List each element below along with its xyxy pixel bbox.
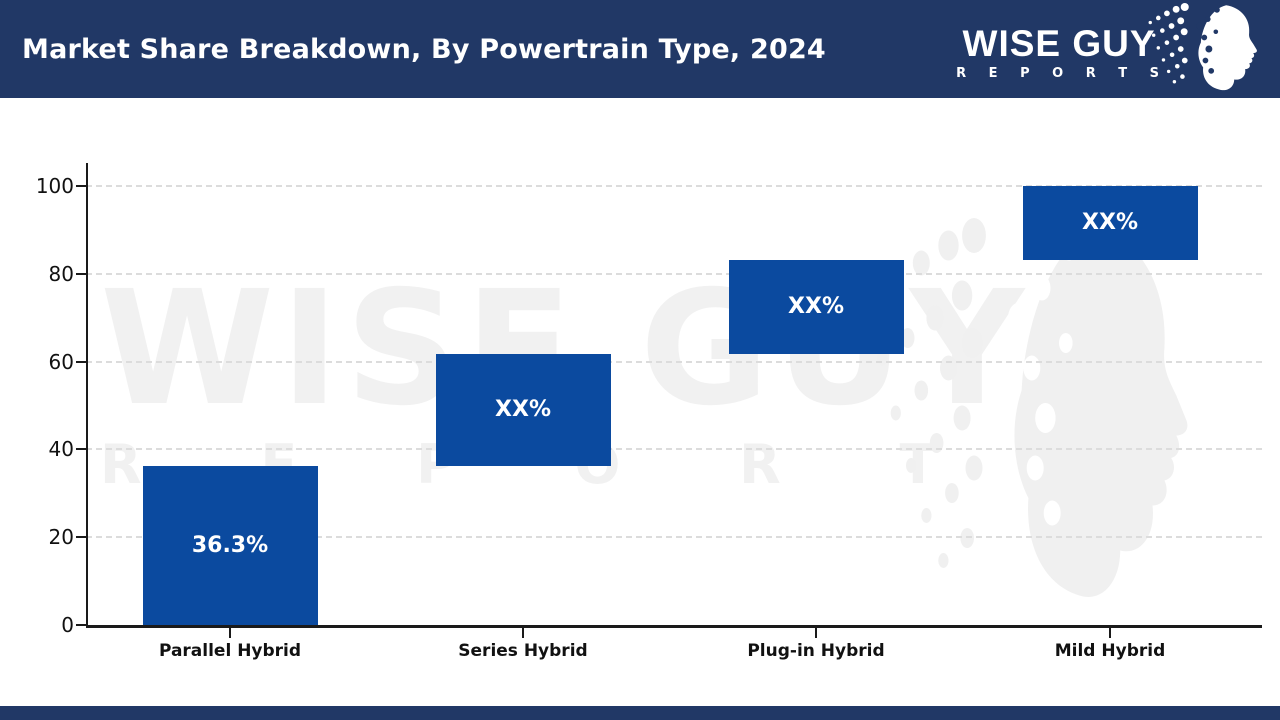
bar-value-label: XX% <box>495 397 551 423</box>
x-tick <box>522 628 524 638</box>
y-axis-label: 40 <box>48 437 74 462</box>
y-axis-label: 80 <box>48 261 74 286</box>
gridline <box>86 448 1262 451</box>
y-axis-label: 100 <box>35 174 74 198</box>
bar-value-label: XX% <box>788 294 844 320</box>
x-tick <box>815 628 817 638</box>
gridline <box>86 185 1262 187</box>
watermark-face-icon <box>866 218 1188 597</box>
y-tick <box>76 185 86 187</box>
chart-area: WISE GUY R E P O R T S 0 20 40 60 80 100 36.3%… <box>0 98 1280 706</box>
logo-subtitle: R E P O R T S <box>956 65 1168 81</box>
y-tick <box>76 272 86 275</box>
header: Market Share Breakdown, By Powertrain Ty… <box>0 0 1280 98</box>
x-tick <box>1109 628 1111 638</box>
x-axis-line <box>86 625 1262 628</box>
logo-wordmark: WISE GUY <box>962 22 1156 64</box>
x-axis-label: Series Hybrid <box>458 641 588 661</box>
y-tick <box>76 360 86 363</box>
y-axis-line <box>86 163 88 628</box>
gridline <box>86 536 1262 539</box>
footer-bar <box>0 706 1280 720</box>
x-axis-label: Parallel Hybrid <box>158 641 302 661</box>
bar: XX% <box>435 353 611 466</box>
y-axis-label: 0 <box>61 613 74 637</box>
x-axis-label: Mild Hybrid <box>1054 641 1166 661</box>
y-tick <box>76 624 86 626</box>
logo-text: WISE GUY R E P O R T S <box>950 25 1168 80</box>
x-tick <box>229 628 231 638</box>
x-axis-label: Plug-in Hybrid <box>747 641 885 661</box>
y-axis-label: 20 <box>48 525 74 550</box>
bar: 36.3% <box>142 465 318 625</box>
wiseguy-logo: WISE GUY R E P O R T S <box>950 3 1266 95</box>
gridline <box>86 360 1262 363</box>
page-title: Market Share Breakdown, By Powertrain Ty… <box>22 33 826 65</box>
bar-value-label: XX% <box>1082 210 1138 236</box>
bar-value-label: 36.3% <box>191 532 269 558</box>
y-tick <box>76 536 86 539</box>
y-axis-label: 60 <box>48 349 74 374</box>
y-tick <box>76 448 86 451</box>
bar: XX% <box>1022 186 1198 260</box>
gridline <box>86 272 1262 275</box>
logo-face-icon <box>1148 3 1257 91</box>
bar: XX% <box>728 259 904 354</box>
